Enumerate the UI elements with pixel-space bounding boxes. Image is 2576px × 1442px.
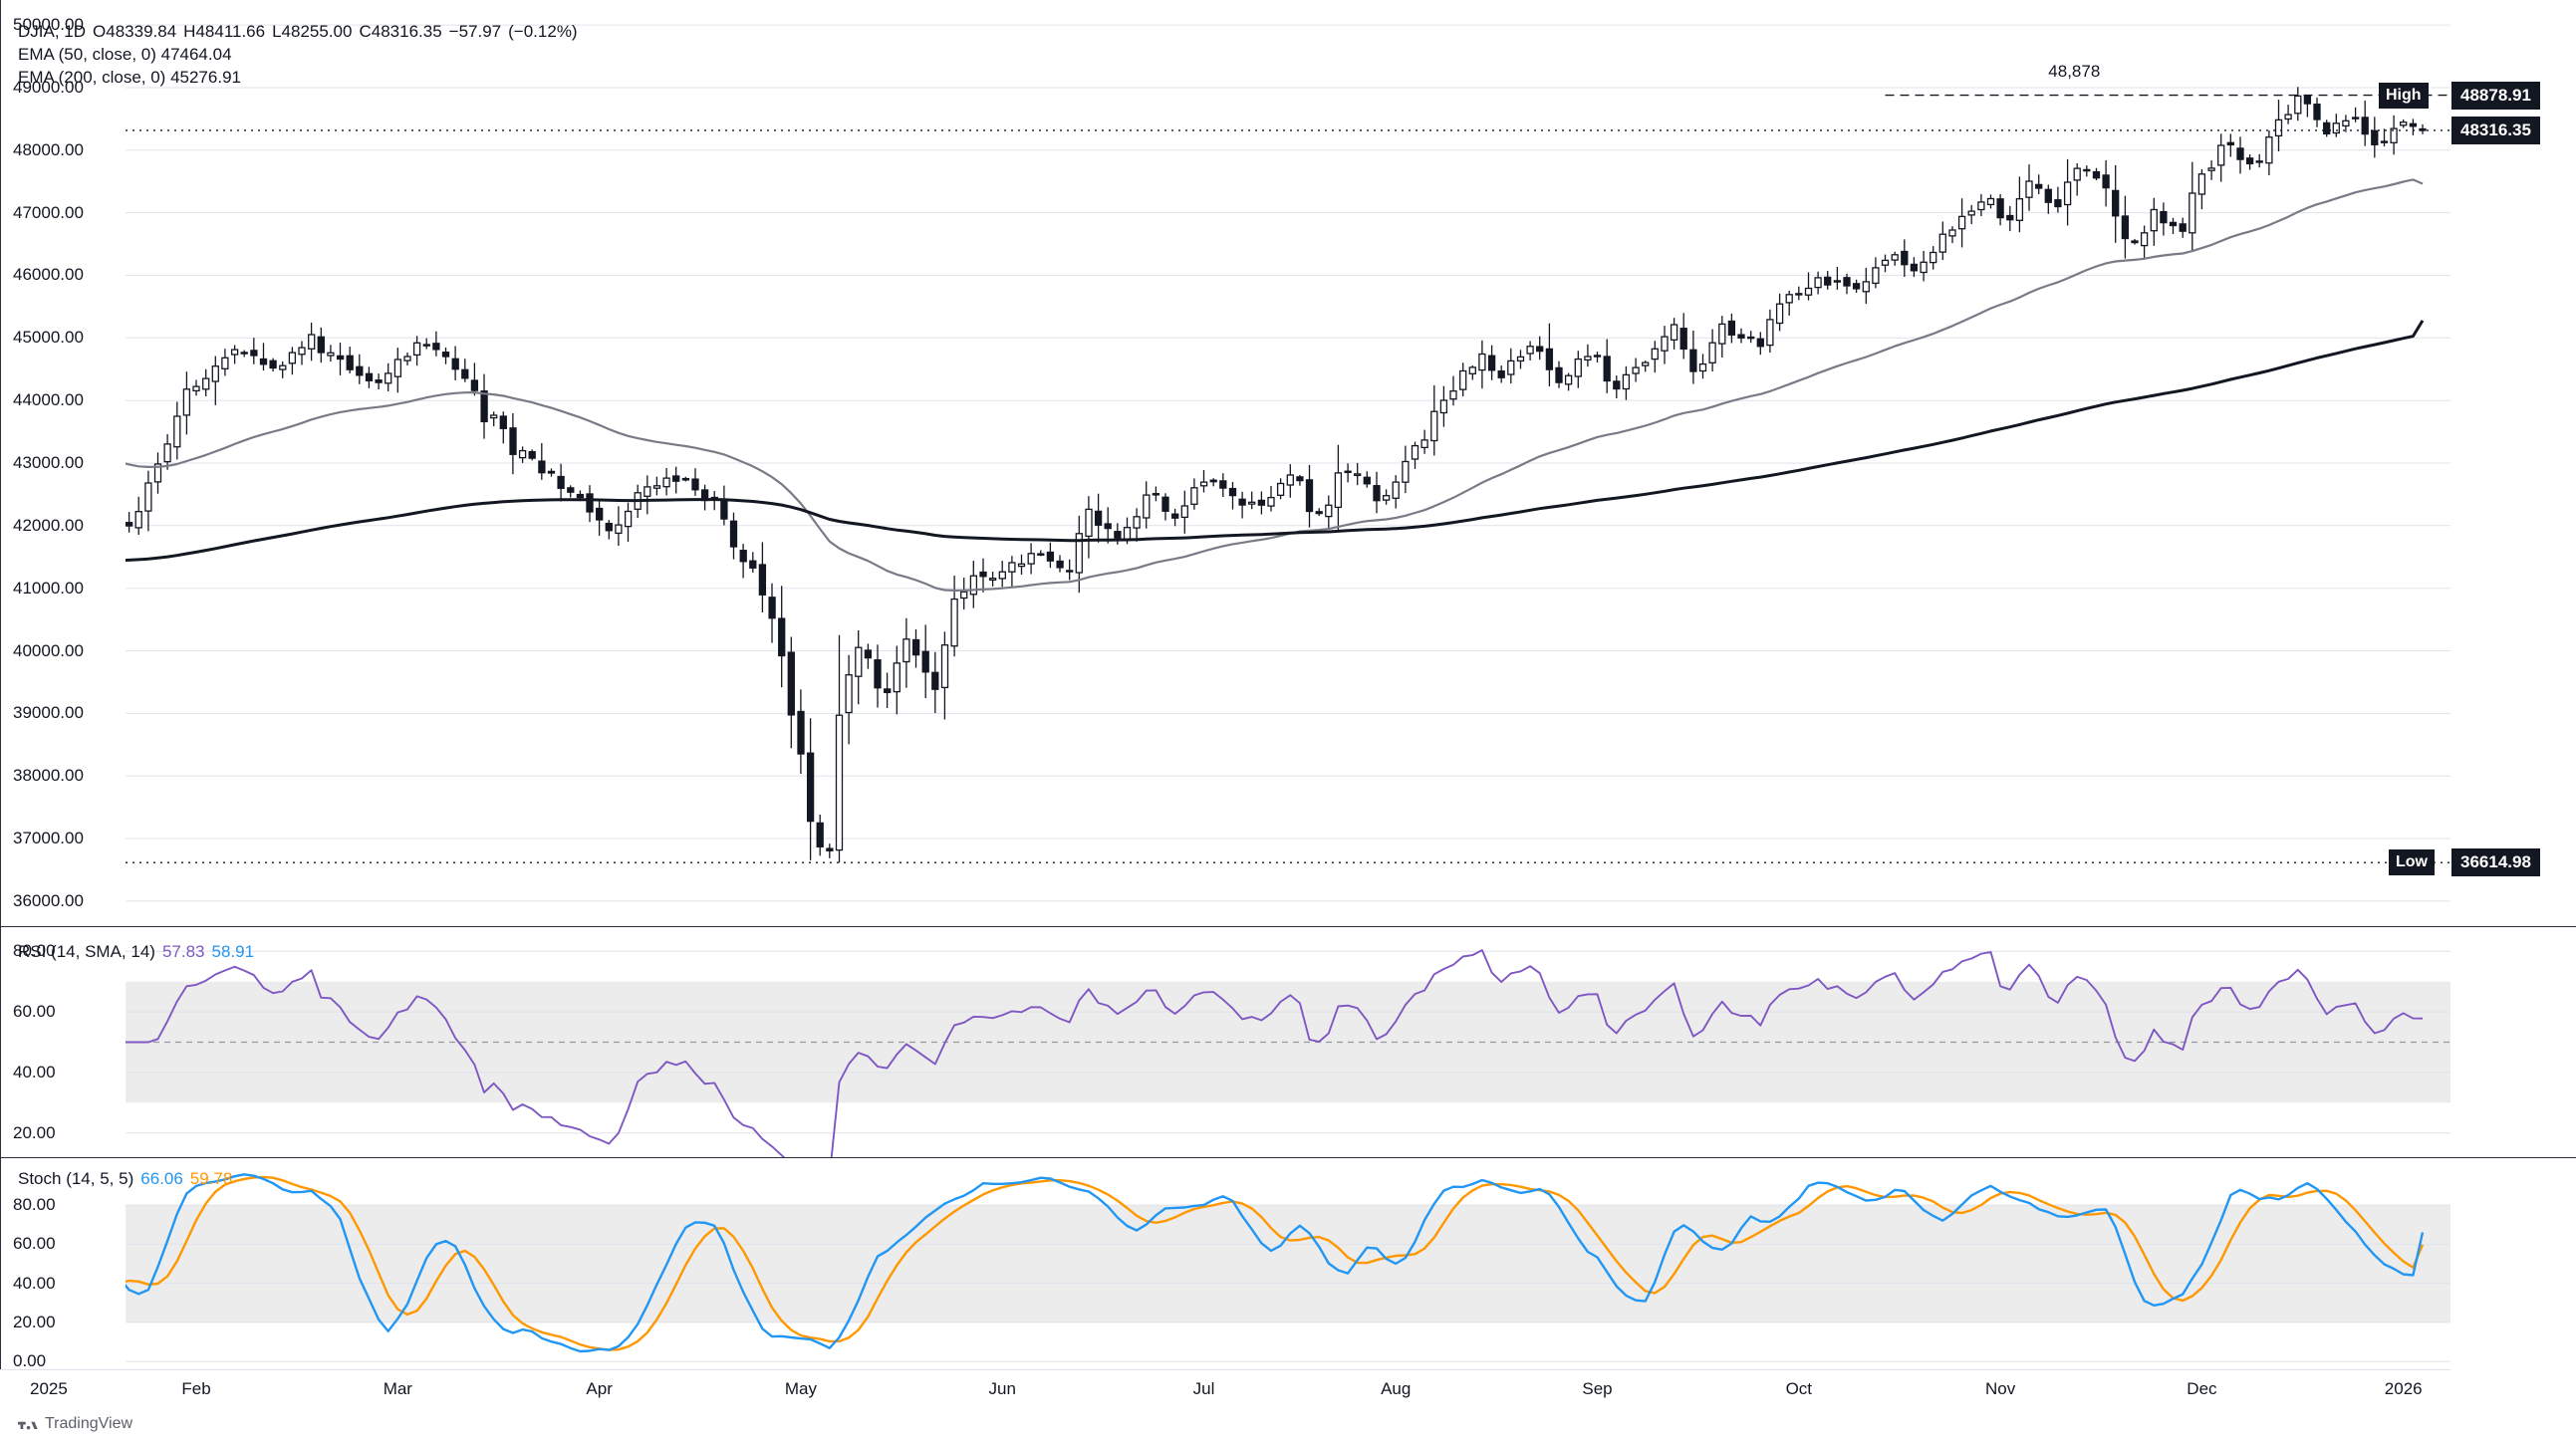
price-pane[interactable] xyxy=(0,0,2450,926)
low-marker-label: Low xyxy=(2389,849,2435,876)
price-axis-tick: 38000.00 xyxy=(13,766,84,786)
rsi-legend: RSI (14, SMA, 14) 57.83 58.91 xyxy=(18,940,254,963)
stochastic-axis-tick: 80.00 xyxy=(13,1195,56,1215)
stochastic-axis-tick: 60.00 xyxy=(13,1234,56,1254)
price-axis-tick: 49000.00 xyxy=(13,77,84,97)
rsi-axis-tick: 40.00 xyxy=(13,1062,56,1082)
rsi-axis[interactable]: 80.00 60.00 40.00 20.00 xyxy=(0,927,126,1157)
rsi-sma-value: 58.91 xyxy=(211,942,255,961)
stochastic-axis-tick: 40.00 xyxy=(13,1273,56,1293)
legend-ema50[interactable]: EMA (50, close, 0) 47464.04 xyxy=(18,45,232,65)
stoch-k-value: 66.06 xyxy=(140,1169,183,1188)
legend-ema200[interactable]: EMA (200, close, 0) 45276.91 xyxy=(18,68,241,88)
price-axis-tick: 37000.00 xyxy=(13,829,84,848)
stochastic-axis-tick: 0.00 xyxy=(13,1351,47,1371)
rsi-pane[interactable] xyxy=(0,927,2450,1157)
time-axis-label: Sep xyxy=(1582,1379,1613,1398)
tradingview-logo[interactable]: TradingView xyxy=(18,1415,132,1433)
time-axis-label: 2026 xyxy=(2384,1379,2423,1398)
high-price-badge: 48878.91 xyxy=(2451,81,2540,110)
low-price-badge: 36614.98 xyxy=(2451,848,2540,877)
rsi-axis-tick: 80.00 xyxy=(13,941,56,961)
legend-change: −57.97 xyxy=(448,22,502,41)
price-axis[interactable]: 50000.00 49000.00 48000.00 47000.00 46000.00… xyxy=(0,0,126,926)
time-axis-label: Mar xyxy=(383,1379,412,1398)
legend-low: L48255.00 xyxy=(272,22,353,41)
price-axis-tick: 47000.00 xyxy=(13,202,84,222)
price-axis-tick: 46000.00 xyxy=(13,265,84,285)
time-axis-label: Aug xyxy=(1381,1379,1412,1398)
legend-close: C48316.35 xyxy=(359,22,442,41)
time-axis-label: Dec xyxy=(2187,1379,2217,1398)
price-axis-tick: 43000.00 xyxy=(13,453,84,472)
stoch-title[interactable]: Stoch (14, 5, 5) xyxy=(18,1169,134,1188)
rsi-axis-tick: 60.00 xyxy=(13,1002,56,1022)
rsi-plot xyxy=(0,949,2450,1157)
tradingview-label: TradingView xyxy=(45,1415,133,1432)
price-plot xyxy=(0,24,2450,902)
time-axis-label: 2025 xyxy=(30,1379,68,1398)
time-axis-label: Jun xyxy=(988,1379,1016,1398)
legend-open: O48339.84 xyxy=(93,22,177,41)
stochastic-axis-tick: 20.00 xyxy=(13,1312,56,1331)
rsi-value: 57.83 xyxy=(161,942,205,961)
resistance-annotation: 48,878 xyxy=(2048,61,2101,81)
time-axis-label: Oct xyxy=(1785,1379,1813,1398)
price-axis-tick: 50000.00 xyxy=(13,15,84,35)
price-axis-tick: 42000.00 xyxy=(13,515,84,535)
tradingview-icon xyxy=(18,1421,38,1430)
legend-change-percent: (−0.12%) xyxy=(508,22,578,41)
time-axis-label: Jul xyxy=(1192,1379,1215,1398)
price-axis-tick: 48000.00 xyxy=(13,139,84,159)
rsi-axis-tick: 20.00 xyxy=(13,1122,56,1142)
price-axis-tick: 41000.00 xyxy=(13,578,84,598)
time-axis-label: Apr xyxy=(586,1379,613,1398)
time-axis-label: May xyxy=(784,1379,817,1398)
time-axis-label: Nov xyxy=(1985,1379,2016,1398)
legend-symbol[interactable]: DJIA, 1D xyxy=(18,22,87,41)
price-axis-tick: 44000.00 xyxy=(13,390,84,410)
stochastic-pane[interactable] xyxy=(0,1158,2450,1369)
stochastic-axis[interactable]: 80.00 60.00 40.00 20.00 0.00 xyxy=(0,1158,126,1371)
price-axis-tick: 36000.00 xyxy=(13,890,84,910)
last-price-badge: 48316.35 xyxy=(2451,116,2540,144)
price-axis-tick: 40000.00 xyxy=(13,640,84,660)
time-axis-label: Feb xyxy=(181,1379,211,1398)
price-axis-tick: 45000.00 xyxy=(13,328,84,348)
time-axis[interactable]: 2025 Feb Mar Apr May Jun Jul Aug Sep Oct Nov Dec 202… xyxy=(0,1369,2450,1409)
price-axis-tick: 39000.00 xyxy=(13,703,84,723)
stoch-d-value: 59.78 xyxy=(189,1169,233,1188)
stoch-legend: Stoch (14, 5, 5) 66.06 59.78 xyxy=(18,1167,232,1190)
legend-high: H48411.66 xyxy=(183,22,266,41)
rsi-title[interactable]: RSI (14, SMA, 14) xyxy=(18,942,155,961)
main-chart-legend: DJIA, 1D O48339.84 H48411.66 L48255.00 C4831… xyxy=(18,20,578,89)
stochastic-plot xyxy=(0,1173,2450,1362)
high-marker-label: High xyxy=(2379,82,2429,109)
